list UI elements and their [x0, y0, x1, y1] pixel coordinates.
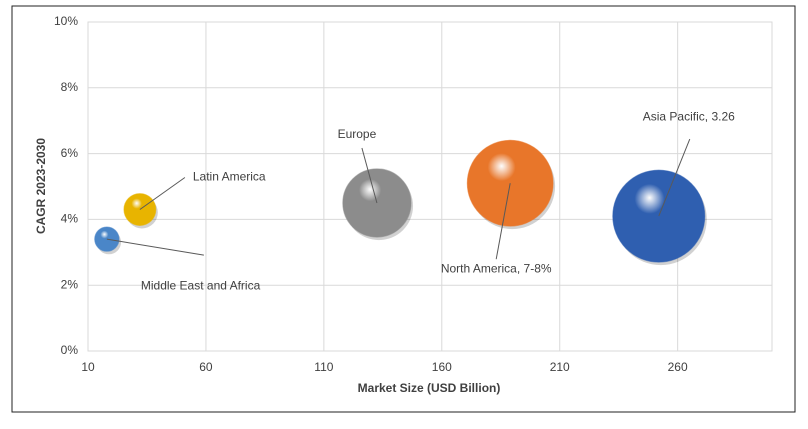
y-tick-label: 10%: [54, 14, 78, 28]
data-label: Europe: [338, 127, 377, 141]
x-tick-label: 210: [550, 360, 570, 374]
y-tick-label: 2%: [61, 277, 79, 291]
leader-line: [361, 147, 378, 204]
data-label: North America, 7-8%: [441, 261, 552, 275]
y-tick-label: 8%: [61, 80, 79, 94]
leader-line: [658, 138, 691, 217]
y-tick-label: 4%: [61, 212, 79, 226]
x-tick-label: 260: [668, 360, 688, 374]
leader-line: [495, 183, 511, 260]
x-axis-title: Market Size (USD Billion): [358, 381, 501, 395]
y-tick-label: 6%: [61, 146, 79, 160]
x-tick-label: 60: [199, 360, 213, 374]
x-tick-label: 110: [314, 360, 333, 374]
y-axis-title: CAGR 2023-2030: [34, 138, 48, 234]
y-tick-label: 0%: [61, 343, 79, 357]
x-tick-label: 10: [81, 360, 95, 374]
data-label: Middle East and Africa: [141, 278, 261, 292]
leader-line: [106, 238, 204, 256]
x-tick-label: 160: [432, 360, 452, 374]
leader-line: [139, 177, 186, 210]
data-label: Latin America: [193, 170, 266, 184]
data-label: Asia Pacific, 3.26: [643, 109, 735, 123]
